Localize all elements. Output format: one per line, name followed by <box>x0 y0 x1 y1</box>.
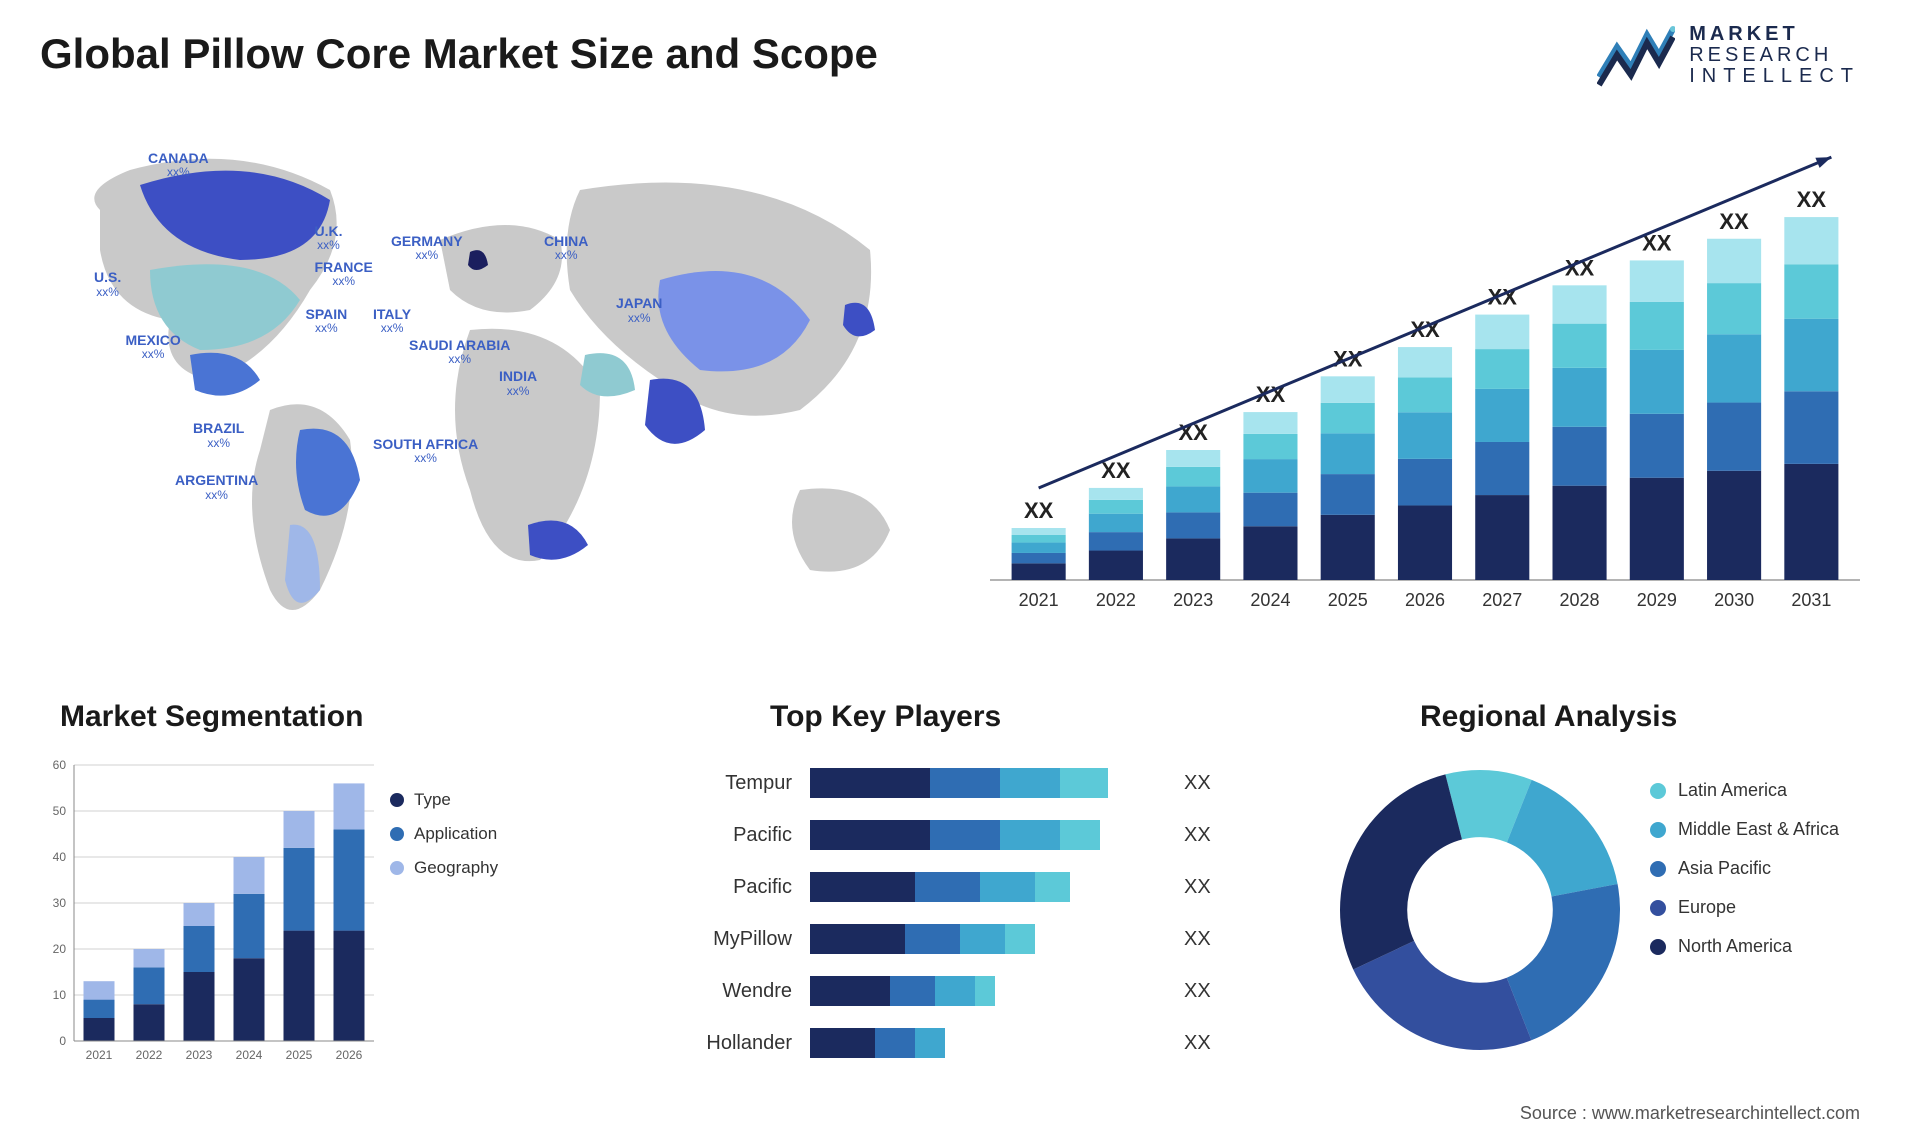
player-value: XX <box>1170 1032 1211 1055</box>
segmentation-legend-item: Type <box>390 790 498 810</box>
svg-text:20: 20 <box>53 942 67 956</box>
svg-text:2023: 2023 <box>186 1048 213 1062</box>
regional-legend-item: Europe <box>1650 897 1839 918</box>
player-name: Tempur <box>670 772 810 795</box>
player-name: Wendre <box>670 980 810 1003</box>
player-row: MyPillow XX <box>670 916 1280 962</box>
player-name: Pacific <box>670 824 810 847</box>
regional-legend-item: Asia Pacific <box>1650 858 1839 879</box>
svg-text:2022: 2022 <box>136 1048 163 1062</box>
world-map: CANADAxx% U.S.xx% MEXICOxx% BRAZILxx% ARGENT… <box>40 130 940 650</box>
svg-text:50: 50 <box>53 804 67 818</box>
map-label-south-africa: SOUTH AFRICAxx% <box>373 437 478 466</box>
map-label-saudi-arabia: SAUDI ARABIAxx% <box>409 338 510 367</box>
player-row: Hollander XX <box>670 1020 1280 1066</box>
map-label-india: INDIAxx% <box>499 369 537 398</box>
player-bar <box>810 924 1170 954</box>
regional-legend-item: Middle East & Africa <box>1650 819 1839 840</box>
logo-line2: RESEARCH <box>1689 45 1860 66</box>
svg-text:2021: 2021 <box>86 1048 113 1062</box>
segmentation-legend: Type Application Geography <box>390 790 498 892</box>
player-row: Pacific XX <box>670 864 1280 910</box>
map-label-brazil: BRAZILxx% <box>193 421 244 450</box>
svg-text:10: 10 <box>53 988 67 1002</box>
logo-mark-icon <box>1597 25 1675 87</box>
map-label-italy: ITALYxx% <box>373 307 411 336</box>
regional-donut <box>1330 760 1630 1060</box>
svg-text:2023: 2023 <box>1173 590 1213 610</box>
map-label-u-s-: U.S.xx% <box>94 270 121 299</box>
svg-text:XX: XX <box>1488 285 1518 310</box>
player-row: Pacific XX <box>670 812 1280 858</box>
source-line: Source : www.marketresearchintellect.com <box>1520 1103 1860 1124</box>
svg-text:2029: 2029 <box>1637 590 1677 610</box>
player-name: Hollander <box>670 1032 810 1055</box>
segmentation-legend-item: Geography <box>390 858 498 878</box>
player-row: Tempur XX <box>670 760 1280 806</box>
key-players-chart: TempurXXPacificXXPacificXXMyPillowXXWend… <box>670 760 1280 1100</box>
player-name: MyPillow <box>670 928 810 951</box>
svg-text:40: 40 <box>53 850 67 864</box>
player-bar <box>810 820 1170 850</box>
svg-text:2030: 2030 <box>1714 590 1754 610</box>
map-label-france: FRANCExx% <box>315 260 373 289</box>
logo-line1: MARKET <box>1689 24 1860 45</box>
regional-title: Regional Analysis <box>1420 700 1677 734</box>
svg-text:0: 0 <box>59 1034 66 1048</box>
map-label-u-k-: U.K.xx% <box>315 224 343 253</box>
svg-text:XX: XX <box>1024 498 1054 523</box>
regional-legend: Latin America Middle East & Africa Asia Pa… <box>1650 780 1839 975</box>
player-row: Wendre XX <box>670 968 1280 1014</box>
segmentation-legend-item: Application <box>390 824 498 844</box>
svg-text:2024: 2024 <box>236 1048 263 1062</box>
svg-text:XX: XX <box>1101 458 1131 483</box>
player-bar <box>810 768 1170 798</box>
svg-text:2022: 2022 <box>1096 590 1136 610</box>
map-label-germany: GERMANYxx% <box>391 234 463 263</box>
player-value: XX <box>1170 824 1211 847</box>
regional-legend-item: North America <box>1650 936 1839 957</box>
player-value: XX <box>1170 772 1211 795</box>
svg-text:2025: 2025 <box>286 1048 313 1062</box>
svg-text:2028: 2028 <box>1560 590 1600 610</box>
map-label-spain: SPAINxx% <box>306 307 348 336</box>
svg-text:30: 30 <box>53 896 67 910</box>
player-bar <box>810 872 1170 902</box>
player-value: XX <box>1170 928 1211 951</box>
key-players-title: Top Key Players <box>770 700 1001 734</box>
brand-logo: MARKET RESEARCH INTELLECT <box>1597 24 1860 87</box>
svg-text:2027: 2027 <box>1482 590 1522 610</box>
player-name: Pacific <box>670 876 810 899</box>
map-label-china: CHINAxx% <box>544 234 588 263</box>
svg-text:XX: XX <box>1797 187 1827 212</box>
svg-text:2024: 2024 <box>1250 590 1290 610</box>
logo-text: MARKET RESEARCH INTELLECT <box>1689 24 1860 87</box>
svg-text:2021: 2021 <box>1019 590 1059 610</box>
map-label-japan: JAPANxx% <box>616 296 662 325</box>
svg-text:2026: 2026 <box>336 1048 363 1062</box>
map-label-argentina: ARGENTINAxx% <box>175 473 258 502</box>
svg-text:2025: 2025 <box>1328 590 1368 610</box>
svg-text:60: 60 <box>53 758 67 772</box>
logo-line3: INTELLECT <box>1689 66 1860 87</box>
player-bar <box>810 976 1170 1006</box>
player-value: XX <box>1170 876 1211 899</box>
player-value: XX <box>1170 980 1211 1003</box>
regional-legend-item: Latin America <box>1650 780 1839 801</box>
growth-chart: XX2021XX2022XX2023XX2024XX2025XX2026XX20… <box>990 150 1860 630</box>
map-label-canada: CANADAxx% <box>148 151 209 180</box>
player-bar <box>810 1028 1170 1058</box>
svg-text:2026: 2026 <box>1405 590 1445 610</box>
svg-text:XX: XX <box>1719 209 1749 234</box>
segmentation-title: Market Segmentation <box>60 700 363 734</box>
svg-text:2031: 2031 <box>1791 590 1831 610</box>
page-title: Global Pillow Core Market Size and Scope <box>40 30 878 78</box>
map-label-mexico: MEXICOxx% <box>126 333 181 362</box>
